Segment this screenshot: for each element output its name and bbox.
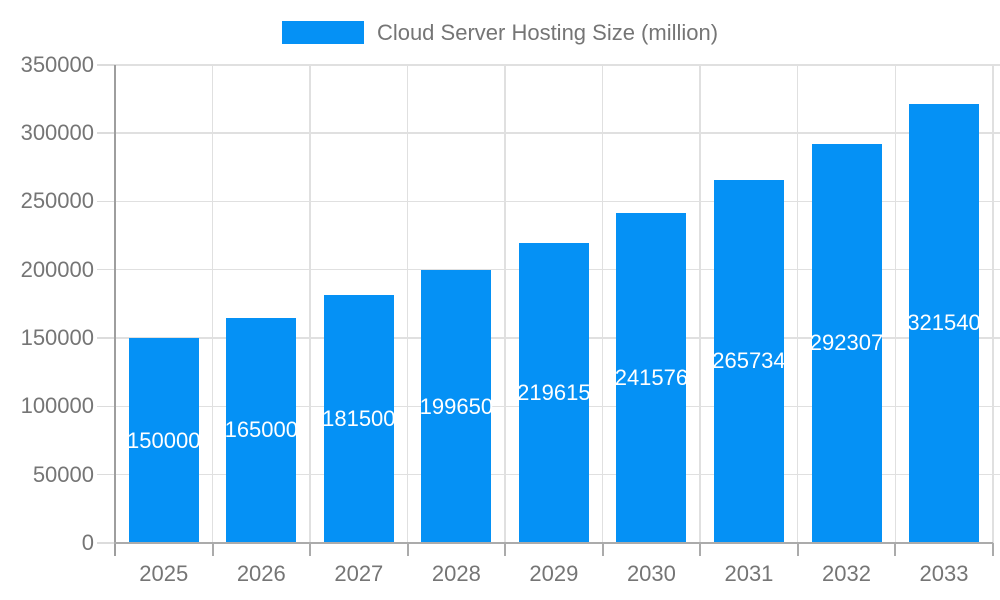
y-axis-line	[114, 64, 116, 556]
y-tick	[97, 64, 115, 66]
y-tick	[97, 542, 115, 544]
bar-value-label: 181500	[322, 406, 396, 431]
x-axis-label: 2029	[529, 561, 579, 586]
bar[interactable]	[226, 317, 297, 542]
x-gridline	[992, 64, 994, 543]
y-axis-label: 100000	[20, 393, 94, 419]
y-axis-label: 200000	[20, 256, 94, 282]
bar[interactable]	[811, 143, 882, 542]
y-gridline	[115, 64, 1000, 66]
bar-value-label: 241576	[614, 364, 689, 390]
x-tick	[211, 543, 214, 556]
y-gridline	[115, 200, 1000, 203]
x-tick	[504, 543, 507, 556]
y-axis-label: 50000	[32, 461, 94, 487]
bar[interactable]	[909, 103, 980, 542]
x-tick	[894, 543, 897, 556]
x-axis-label: 2028	[431, 561, 481, 586]
bar[interactable]	[323, 295, 394, 542]
bar[interactable]	[713, 179, 784, 542]
bar-value-label: 321540	[907, 310, 981, 336]
bar[interactable]	[421, 270, 492, 542]
y-tick	[97, 405, 115, 408]
x-axis-label: 2030	[626, 561, 676, 586]
legend-label: Cloud Server Hosting Size (million)	[376, 20, 719, 45]
bar-value-label: 150000	[127, 427, 201, 453]
x-axis-label: 2032	[822, 561, 871, 586]
legend-item[interactable]: Cloud Server Hosting Size (million)	[281, 20, 719, 45]
bar-value-label: 292307	[809, 330, 884, 356]
y-axis-label: 350000	[20, 51, 94, 77]
x-axis-label: 2025	[139, 561, 189, 586]
bar-value-label: 165000	[224, 417, 298, 443]
x-axis-label: 2033	[919, 561, 969, 586]
bar-value-label: 265734	[712, 348, 786, 374]
x-gridline	[309, 64, 311, 543]
bar[interactable]	[128, 338, 199, 542]
y-tick	[97, 132, 115, 134]
x-gridline	[601, 64, 604, 543]
y-axis-label: 300000	[20, 120, 94, 146]
y-tick	[97, 473, 115, 476]
y-gridline	[115, 132, 1000, 134]
x-gridline	[211, 64, 214, 543]
bar[interactable]	[518, 242, 589, 542]
y-axis-label: 0	[81, 530, 94, 555]
y-axis-label: 150000	[20, 325, 94, 351]
x-tick	[991, 543, 994, 556]
x-tick	[406, 543, 409, 556]
y-tick	[97, 200, 115, 203]
x-tick	[796, 543, 799, 556]
x-axis-label: 2031	[724, 561, 774, 586]
y-axis-label: 250000	[20, 188, 94, 214]
bar[interactable]	[616, 212, 687, 542]
y-tick	[97, 268, 115, 271]
x-gridline	[504, 64, 506, 543]
x-gridline	[796, 64, 799, 543]
x-gridline	[699, 64, 701, 543]
x-axis-label: 2026	[236, 561, 286, 586]
x-gridline	[406, 64, 409, 543]
bar-value-label: 199650	[419, 393, 494, 419]
x-axis-line	[114, 541, 993, 544]
x-axis-label: 2027	[334, 561, 384, 586]
legend-swatch	[281, 21, 364, 44]
y-tick	[97, 337, 115, 339]
x-tick	[309, 543, 312, 556]
legend: Cloud Server Hosting Size (million)	[0, 21, 1000, 44]
x-gridline	[894, 64, 897, 543]
x-tick	[601, 543, 604, 556]
bar-value-label: 219615	[517, 379, 591, 405]
x-tick	[699, 543, 702, 556]
